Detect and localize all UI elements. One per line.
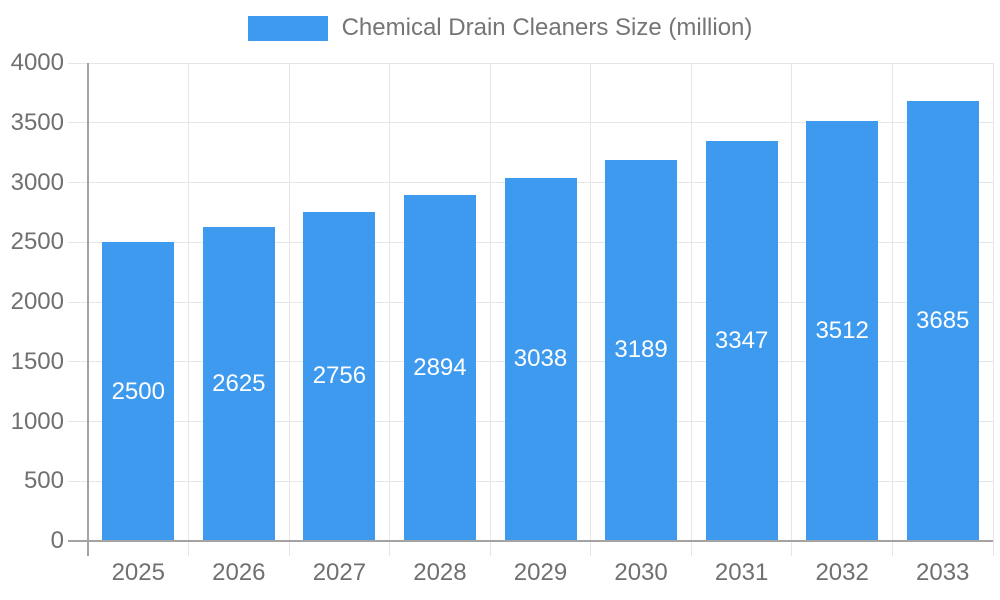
x-tick-label: 2033 xyxy=(916,559,970,586)
y-tick-label: 1000 xyxy=(10,407,64,435)
x-axis-tick xyxy=(188,541,190,556)
y-axis-tick xyxy=(68,182,88,183)
x-tick-label: 2025 xyxy=(111,559,165,586)
legend: Chemical Drain Cleaners Size (million) xyxy=(0,14,1000,42)
x-tick-label: 2029 xyxy=(513,559,568,586)
gridline-vertical xyxy=(489,63,491,541)
x-tick-label: 2032 xyxy=(815,559,869,586)
x-axis-tick xyxy=(690,541,692,556)
gridline-vertical xyxy=(690,63,692,541)
gridline-vertical xyxy=(288,63,290,541)
x-axis-tick xyxy=(590,541,592,556)
y-tick-label: 3000 xyxy=(10,168,64,196)
x-tick-label: 2030 xyxy=(614,559,668,586)
x-axis-tick xyxy=(288,541,290,556)
bar xyxy=(806,121,879,541)
y-tick-label: 500 xyxy=(23,467,64,495)
gridline-vertical xyxy=(590,63,592,541)
gridline-vertical xyxy=(791,63,793,541)
y-tick-label: 2500 xyxy=(10,228,64,256)
x-axis-tick xyxy=(389,541,391,556)
legend-swatch-icon xyxy=(247,15,328,41)
bar xyxy=(403,195,476,541)
bar-value-label: 2625 xyxy=(212,370,266,398)
x-tick-label: 2031 xyxy=(714,559,769,586)
y-tick-label: 4000 xyxy=(10,49,64,76)
gridline-vertical xyxy=(188,63,190,541)
y-axis-tick xyxy=(68,62,88,64)
bar-value-label: 2500 xyxy=(111,377,165,405)
x-tick-label: 2027 xyxy=(312,559,367,586)
plot-area: 0 500 1000 1500 2000 2500 3000 3500 4000 2500 2025… xyxy=(11,49,994,586)
bar-value-label: 3189 xyxy=(614,336,668,364)
x-tick-label: 2028 xyxy=(413,559,467,586)
x-axis-tick xyxy=(489,541,491,556)
gridline-horizontal xyxy=(88,62,993,64)
bar-value-label: 3512 xyxy=(815,317,869,345)
bar-value-label: 2756 xyxy=(312,362,367,390)
x-tick-label: 2026 xyxy=(212,559,266,586)
bar-value-label: 3038 xyxy=(513,345,568,373)
gridline-vertical xyxy=(992,63,994,541)
gridline-vertical xyxy=(389,63,391,541)
gridline-horizontal xyxy=(88,122,993,124)
y-tick-label: 2000 xyxy=(10,288,64,315)
gridline-vertical xyxy=(891,63,893,541)
x-axis-tick xyxy=(891,541,893,556)
bar xyxy=(102,242,175,541)
bar xyxy=(605,159,678,541)
y-tick-label: 0 xyxy=(50,527,64,554)
y-axis-tick xyxy=(68,361,88,363)
y-axis-tick xyxy=(68,301,88,303)
bar-value-label: 3685 xyxy=(916,306,970,334)
bar xyxy=(303,211,376,541)
bar xyxy=(504,177,577,541)
y-axis-tick xyxy=(68,241,88,243)
x-axis-line xyxy=(68,540,993,542)
bar xyxy=(202,227,275,541)
y-axis-tick xyxy=(68,421,88,422)
y-axis-line xyxy=(87,63,89,556)
bar-value-label: 3347 xyxy=(714,327,769,355)
y-tick-label: 1500 xyxy=(10,347,64,375)
x-axis-tick xyxy=(992,541,994,556)
y-axis-tick xyxy=(68,122,88,124)
x-axis-tick xyxy=(791,541,793,556)
y-tick-label: 3500 xyxy=(10,108,64,136)
bar xyxy=(705,141,778,541)
legend-label: Chemical Drain Cleaners Size (million) xyxy=(341,14,753,41)
bar xyxy=(906,100,979,541)
y-axis-tick xyxy=(68,480,88,482)
bar-value-label: 2894 xyxy=(413,354,467,382)
